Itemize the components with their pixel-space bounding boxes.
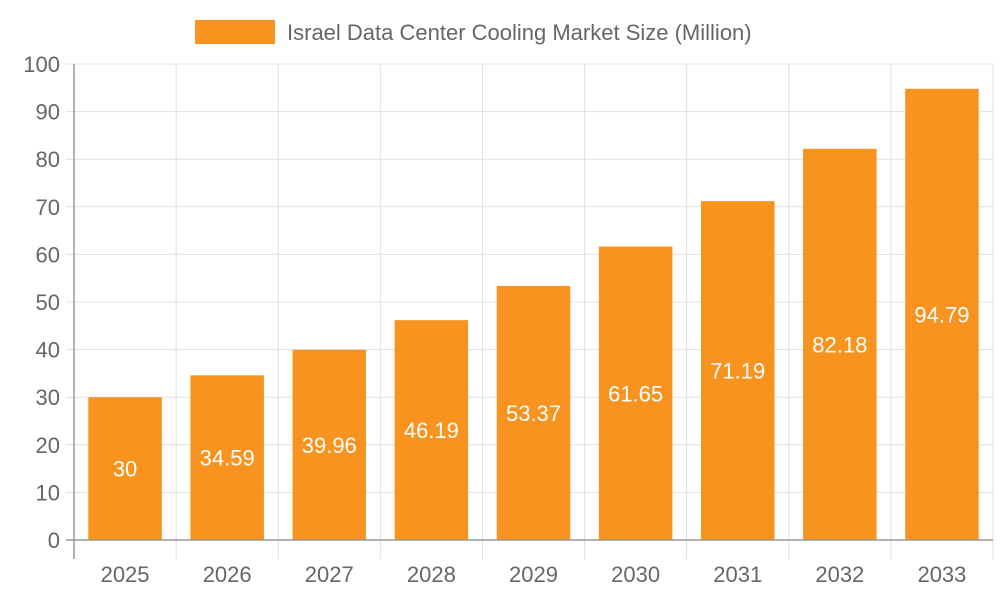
data-label: 61.65 [608,381,663,406]
x-tick-label: 2033 [917,562,966,587]
y-tick-label: 70 [36,195,60,220]
bar-2029 [496,285,571,540]
data-label: 34.59 [200,446,255,471]
data-label: 46.19 [404,418,459,443]
data-label: 71.19 [710,359,765,384]
data-label: 82.18 [812,332,867,357]
bar-2032 [803,148,877,541]
x-tick-label: 2029 [509,562,558,587]
bar-2031 [700,201,775,540]
legend[interactable]: Israel Data Center Cooling Market Size (… [195,20,752,45]
bar-2030 [598,246,673,540]
y-tick-label: 30 [36,385,60,410]
legend-swatch [195,20,275,44]
data-label: 39.96 [302,433,357,458]
x-tick-label: 2027 [305,562,354,587]
x-tick-label: 2030 [611,562,660,587]
data-label: 94.79 [914,302,969,327]
y-tick-label: 0 [48,528,60,553]
bar-2033 [905,88,979,541]
y-tick-label: 90 [36,100,60,125]
bar-2026 [190,375,264,540]
x-tick-label: 2025 [101,562,150,587]
y-tick-label: 20 [36,433,60,458]
bars: 30 34.59 39.96 46.19 53.37 61.65 71.19 82.18 94.… [88,88,979,541]
legend-label: Israel Data Center Cooling Market Size (… [287,20,752,45]
x-tick-label: 2028 [407,562,456,587]
y-tick-label: 100 [23,52,60,77]
y-tick-label: 50 [36,290,60,315]
x-tick-label: 2032 [815,562,864,587]
data-label: 30 [113,457,137,482]
x-tick-label: 2031 [713,562,762,587]
y-tick-label: 10 [36,480,60,505]
x-tick-label: 2026 [203,562,252,587]
y-tick-label: 60 [36,242,60,267]
y-tick-label: 80 [36,147,60,172]
bar-2025 [88,397,162,540]
bar-2028 [394,320,469,540]
bar-2027 [292,349,367,540]
y-tick-label: 40 [36,338,60,363]
data-label: 53.37 [506,401,561,426]
